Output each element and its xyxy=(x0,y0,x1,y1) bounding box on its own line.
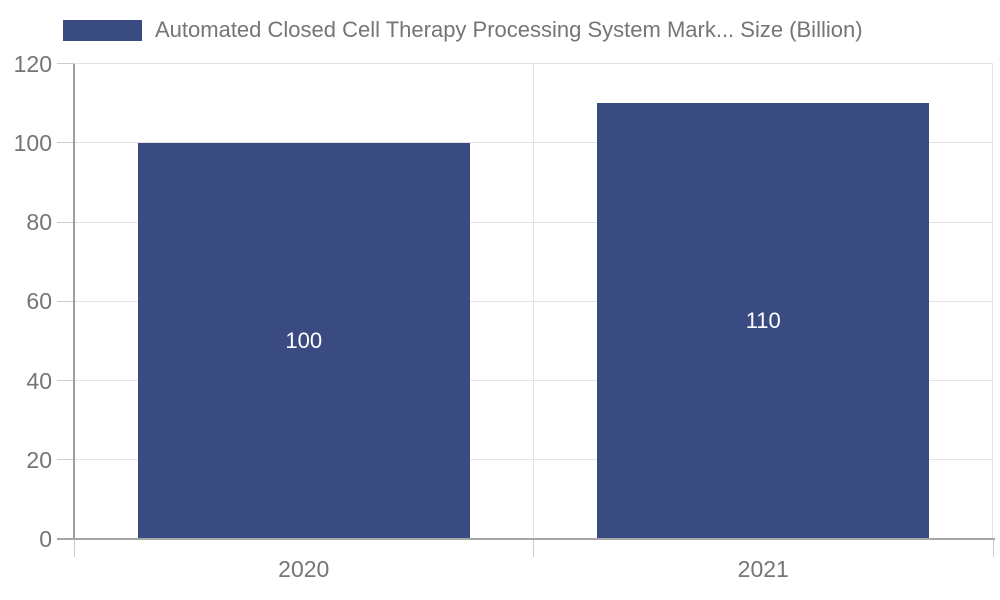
y-tick-80 xyxy=(57,221,74,223)
y-axis-label-0: 0 xyxy=(39,526,52,552)
y-tick-20 xyxy=(57,459,74,461)
y-axis-label-80: 80 xyxy=(26,209,52,235)
x-axis-label-2020: 2020 xyxy=(278,556,330,582)
bar-value-label-2020: 100 xyxy=(285,327,323,353)
x-tick-2 xyxy=(992,539,994,557)
x-axis-line xyxy=(57,538,995,540)
y-axis-label-120: 120 xyxy=(13,50,52,77)
y-tick-120 xyxy=(57,63,74,64)
plot-right-border xyxy=(992,63,993,539)
bar-2020 xyxy=(137,142,470,539)
y-axis-label-60: 60 xyxy=(26,288,52,315)
x-axis-label-2021: 2021 xyxy=(737,556,789,582)
y-tick-40 xyxy=(57,380,74,381)
y-axis-label-40: 40 xyxy=(26,367,52,394)
x-tick-0 xyxy=(73,539,75,557)
legend-swatch xyxy=(63,19,142,41)
y-axis-label-20: 20 xyxy=(26,446,52,473)
y-tick-60 xyxy=(57,300,74,302)
category-divider xyxy=(533,63,534,539)
y-axis-line xyxy=(72,63,75,539)
bar-value-label-2021: 110 xyxy=(745,308,781,334)
legend-label: Automated Closed Cell Therapy Processing… xyxy=(155,17,863,42)
y-axis-label-100: 100 xyxy=(13,129,52,156)
x-tick-1 xyxy=(533,539,534,557)
y-tick-100 xyxy=(57,142,74,144)
legend[interactable]: Automated Closed Cell Therapy Processing… xyxy=(63,18,863,42)
bar-2021 xyxy=(597,103,930,539)
